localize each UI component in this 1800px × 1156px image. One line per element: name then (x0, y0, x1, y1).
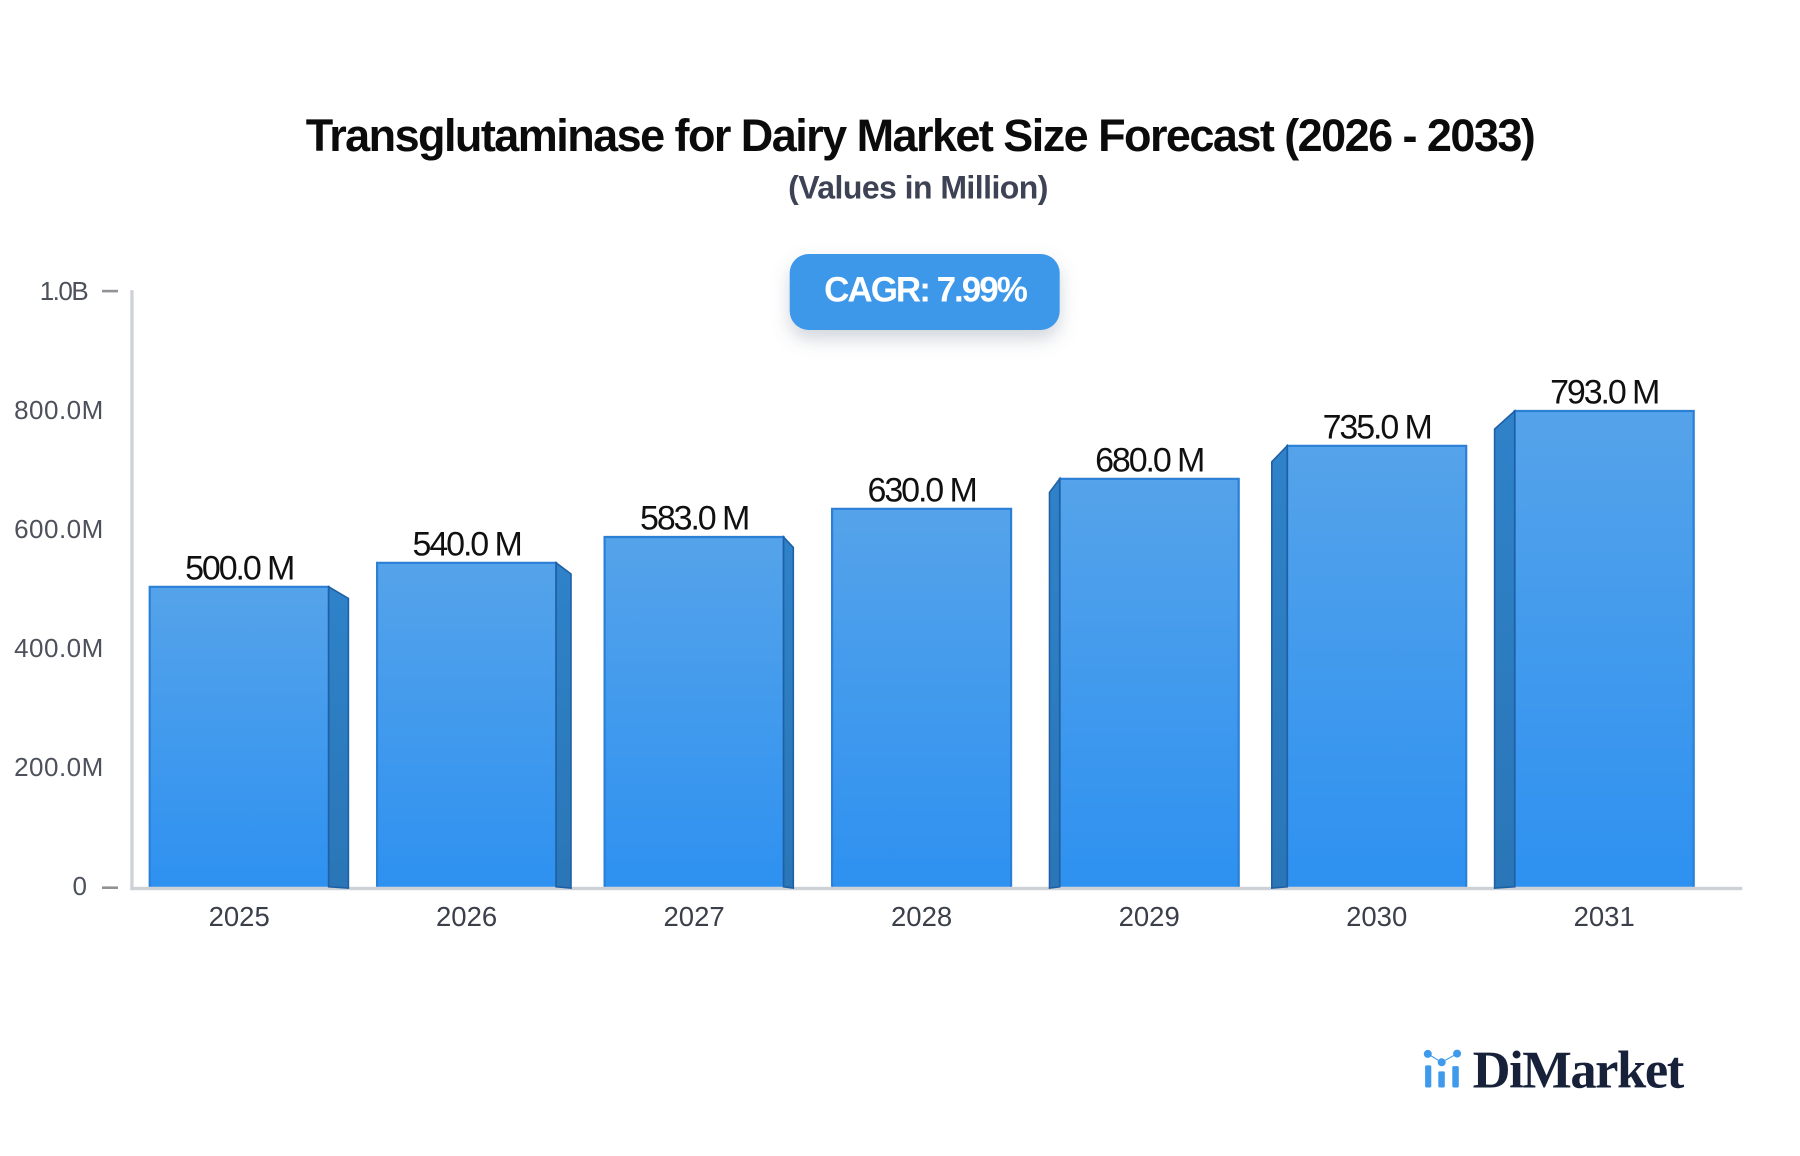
svg-text:630.0 M: 630.0 M (868, 472, 976, 510)
svg-text:583.0 M: 583.0 M (640, 500, 748, 538)
svg-text:735.0 M: 735.0 M (1323, 409, 1431, 447)
svg-text:2025: 2025 (209, 901, 270, 932)
svg-text:793.0 M: 793.0 M (1550, 374, 1658, 412)
svg-text:2027: 2027 (664, 901, 725, 932)
svg-text:(Values in Million): (Values in Million) (788, 170, 1048, 206)
svg-text:0: 0 (73, 871, 87, 901)
svg-text:200.0M: 200.0M (14, 752, 104, 782)
svg-text:Transglutaminase for Dairy Mar: Transglutaminase for Dairy Market Size F… (306, 110, 1535, 161)
svg-text:2031: 2031 (1574, 901, 1635, 932)
svg-text:500.0 M: 500.0 M (185, 550, 293, 588)
svg-text:2028: 2028 (891, 901, 952, 932)
svg-text:1.0B: 1.0B (40, 276, 88, 306)
svg-text:540.0 M: 540.0 M (413, 526, 521, 564)
svg-text:800.0M: 800.0M (14, 395, 104, 425)
svg-text:CAGR: 7.99%: CAGR: 7.99% (824, 271, 1028, 310)
svg-text:600.0M: 600.0M (14, 514, 104, 544)
svg-text:DiMarket: DiMarket (1473, 1042, 1685, 1100)
svg-text:2026: 2026 (436, 901, 497, 932)
svg-text:2029: 2029 (1119, 901, 1180, 932)
svg-text:400.0M: 400.0M (14, 633, 104, 663)
svg-text:680.0 M: 680.0 M (1095, 442, 1203, 480)
svg-text:2030: 2030 (1346, 901, 1407, 932)
